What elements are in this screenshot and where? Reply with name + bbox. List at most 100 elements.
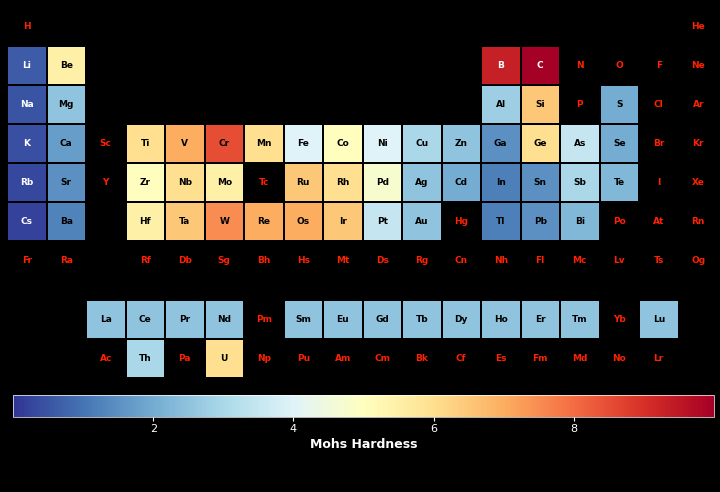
- Bar: [364, 301, 401, 338]
- Bar: [284, 125, 322, 162]
- Bar: [8, 86, 45, 123]
- Text: Sn: Sn: [534, 178, 546, 187]
- Text: K: K: [23, 139, 30, 148]
- Text: H: H: [23, 22, 30, 31]
- Bar: [443, 203, 480, 240]
- Bar: [364, 203, 401, 240]
- Text: Cf: Cf: [456, 354, 467, 363]
- Bar: [205, 301, 243, 338]
- Text: Hg: Hg: [454, 217, 468, 226]
- Bar: [600, 164, 638, 201]
- Bar: [245, 203, 282, 240]
- Text: Co: Co: [336, 139, 349, 148]
- Text: Yb: Yb: [613, 315, 626, 324]
- Text: Mt: Mt: [336, 256, 349, 265]
- Text: Rg: Rg: [415, 256, 428, 265]
- Text: Kr: Kr: [693, 139, 704, 148]
- Bar: [324, 203, 361, 240]
- Text: Sb: Sb: [573, 178, 586, 187]
- Text: Lr: Lr: [654, 354, 664, 363]
- Text: W: W: [220, 217, 229, 226]
- Text: Pd: Pd: [376, 178, 389, 187]
- Bar: [127, 125, 164, 162]
- Text: Bh: Bh: [257, 256, 271, 265]
- Bar: [284, 203, 322, 240]
- Text: Eu: Eu: [336, 315, 349, 324]
- Text: Sc: Sc: [100, 139, 112, 148]
- Bar: [284, 301, 322, 338]
- Text: Fr: Fr: [22, 256, 32, 265]
- Text: Mc: Mc: [572, 256, 587, 265]
- Text: Cl: Cl: [654, 100, 664, 109]
- Text: Hs: Hs: [297, 256, 310, 265]
- Text: Ac: Ac: [99, 354, 112, 363]
- Bar: [403, 203, 441, 240]
- Text: Al: Al: [495, 100, 506, 109]
- Text: Mg: Mg: [58, 100, 74, 109]
- Text: Rf: Rf: [140, 256, 150, 265]
- Bar: [8, 125, 45, 162]
- Text: Se: Se: [613, 139, 626, 148]
- Bar: [166, 125, 204, 162]
- Text: Ds: Ds: [376, 256, 389, 265]
- Text: As: As: [574, 139, 586, 148]
- Text: Ne: Ne: [691, 61, 705, 70]
- Text: Db: Db: [178, 256, 192, 265]
- Text: Ts: Ts: [654, 256, 664, 265]
- Text: Ag: Ag: [415, 178, 428, 187]
- Bar: [561, 203, 598, 240]
- Text: Cs: Cs: [21, 217, 32, 226]
- Bar: [205, 125, 243, 162]
- Text: Ir: Ir: [339, 217, 347, 226]
- Bar: [600, 125, 638, 162]
- Bar: [48, 47, 85, 84]
- Text: Au: Au: [415, 217, 428, 226]
- Text: Fe: Fe: [297, 139, 309, 148]
- Text: Xe: Xe: [692, 178, 705, 187]
- Bar: [364, 125, 401, 162]
- Bar: [521, 47, 559, 84]
- Bar: [600, 86, 638, 123]
- Text: Es: Es: [495, 354, 506, 363]
- Text: Cu: Cu: [415, 139, 428, 148]
- Text: P: P: [577, 100, 583, 109]
- Bar: [403, 164, 441, 201]
- Bar: [561, 164, 598, 201]
- Text: Br: Br: [653, 139, 665, 148]
- Text: Pr: Pr: [179, 315, 190, 324]
- Text: Na: Na: [20, 100, 34, 109]
- Text: Mn: Mn: [256, 139, 271, 148]
- Text: B: B: [498, 61, 504, 70]
- Bar: [48, 125, 85, 162]
- Text: Md: Md: [572, 354, 588, 363]
- Text: Dy: Dy: [454, 315, 468, 324]
- Text: Rb: Rb: [20, 178, 33, 187]
- Bar: [284, 164, 322, 201]
- Text: Bk: Bk: [415, 354, 428, 363]
- Bar: [48, 203, 85, 240]
- Text: Os: Os: [297, 217, 310, 226]
- Text: Sg: Sg: [218, 256, 230, 265]
- Bar: [443, 125, 480, 162]
- Bar: [127, 301, 164, 338]
- Bar: [127, 203, 164, 240]
- Text: Ba: Ba: [60, 217, 73, 226]
- Bar: [443, 301, 480, 338]
- Text: Cn: Cn: [455, 256, 468, 265]
- Bar: [521, 164, 559, 201]
- Text: Nb: Nb: [178, 178, 192, 187]
- Text: Ru: Ru: [297, 178, 310, 187]
- Bar: [521, 301, 559, 338]
- Text: N: N: [576, 61, 584, 70]
- Text: Er: Er: [535, 315, 546, 324]
- Text: Mo: Mo: [217, 178, 232, 187]
- Bar: [403, 125, 441, 162]
- Bar: [324, 164, 361, 201]
- Text: S: S: [616, 100, 623, 109]
- Bar: [482, 164, 520, 201]
- Bar: [205, 203, 243, 240]
- Text: Ti: Ti: [140, 139, 150, 148]
- Text: Ni: Ni: [377, 139, 387, 148]
- Text: Hf: Hf: [140, 217, 151, 226]
- Bar: [482, 203, 520, 240]
